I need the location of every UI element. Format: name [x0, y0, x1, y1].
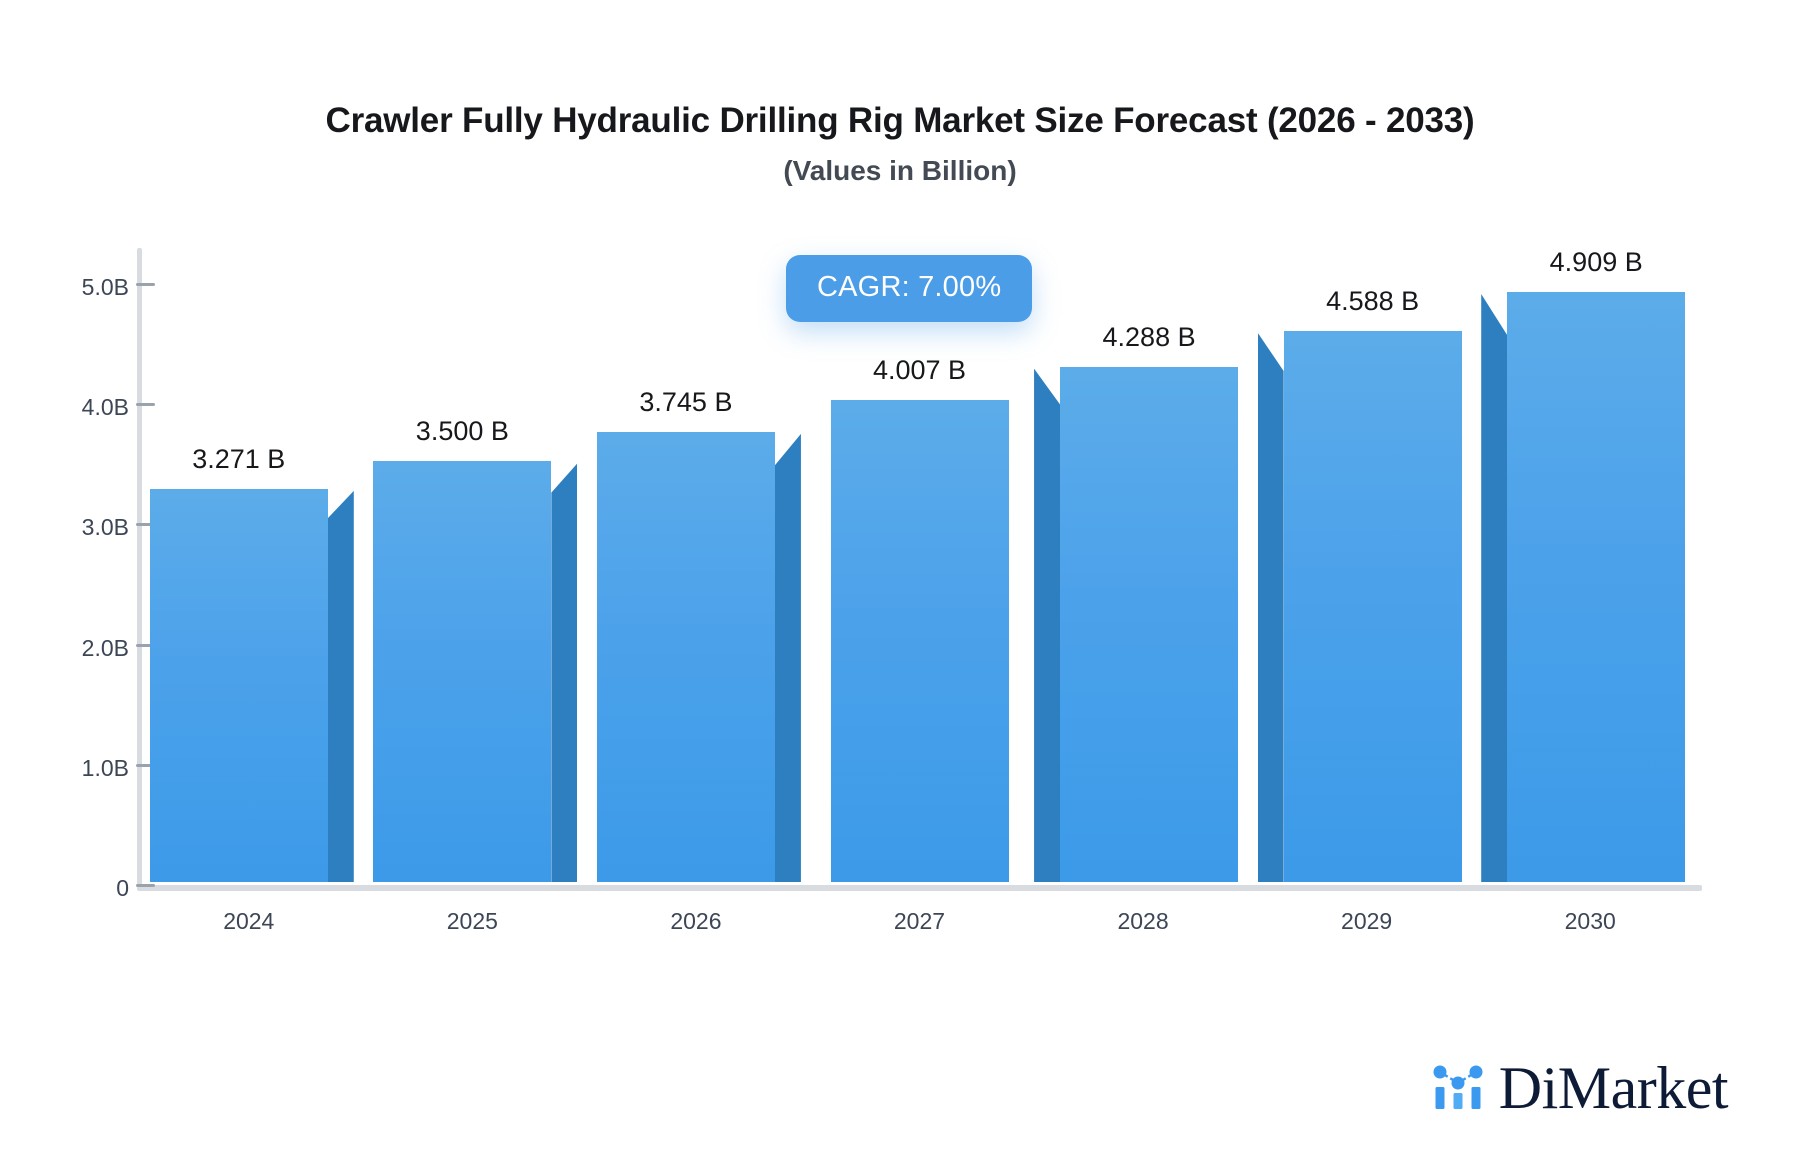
bar-front-face: [149, 488, 328, 882]
bar-value-label: 4.588 B: [1326, 285, 1420, 316]
chart-subtitle: (Values in Billion): [783, 155, 1017, 187]
y-axis-tick-mark: [136, 643, 155, 647]
bar-value-label: 4.288 B: [1102, 321, 1196, 352]
x-axis-tick-label: 2024: [223, 908, 275, 934]
bar-side-face: [551, 463, 578, 882]
y-axis-tick-label: 0: [116, 875, 129, 901]
bar-front-face: [1507, 292, 1686, 882]
y-axis-tick-mark: [136, 523, 155, 527]
cagr-badge: CAGR: 7.00%: [786, 255, 1033, 322]
bar-2024[interactable]: 3.271 B: [149, 444, 354, 882]
bar-chart-dots-icon: [1431, 1061, 1485, 1116]
chart-title-block: Crawler Fully Hydraulic Drilling Rig Mar…: [0, 100, 1800, 187]
x-axis-tick-label: 2025: [446, 908, 498, 934]
y-axis-tick: 2.0B: [17, 635, 155, 661]
y-axis-tick-label: 4.0B: [81, 394, 129, 421]
bar-2030[interactable]: 4.909 B: [1481, 247, 1686, 882]
y-axis-tick: 5.0B: [17, 274, 155, 300]
y-axis-tick-label: 5.0B: [81, 274, 129, 301]
x-axis-tick-label: 2027: [893, 908, 946, 934]
bar-2026[interactable]: 3.745 B: [596, 387, 801, 882]
bar-side-face: [1481, 294, 1508, 882]
y-axis-tick: 0: [17, 875, 155, 901]
y-axis-tick-mark: [136, 283, 155, 287]
logo-wordmark: DiMarket: [1498, 1055, 1729, 1121]
bar-side-face: [327, 490, 354, 882]
bar-front-face: [373, 461, 552, 882]
y-axis-tick: 4.0B: [17, 394, 155, 420]
bar-front-face: [596, 431, 775, 882]
x-axis-tick-label: 2026: [670, 908, 722, 934]
y-axis-tick-mark: [136, 884, 155, 887]
x-axis-tick-label: 2028: [1117, 908, 1169, 934]
bar-value-label: 3.500 B: [415, 416, 509, 447]
bar-2028[interactable]: 4.288 B: [1034, 322, 1239, 882]
bar-2025[interactable]: 3.500 B: [373, 416, 578, 882]
bar-value-label: 4.007 B: [872, 355, 967, 386]
bar-2029[interactable]: 4.588 B: [1257, 286, 1462, 882]
bar-side-face: [1034, 368, 1061, 882]
bar-front-face: [830, 400, 1009, 882]
plot-area: 0 1.0B 2.0B 3.0B 4.0B 5.0B 3.271 B 3.500 B 3.74…: [82, 247, 1702, 934]
y-axis-tick-mark: [136, 763, 155, 767]
y-axis-line: [137, 248, 142, 890]
y-axis-tick: 1.0B: [17, 755, 155, 781]
bar-value-label: 3.745 B: [639, 386, 733, 417]
x-axis-tick-label: 2029: [1341, 908, 1393, 934]
y-axis-tick-mark: [136, 403, 155, 407]
y-axis-tick-label: 3.0B: [81, 514, 129, 541]
bar-value-label: 3.271 B: [192, 443, 286, 474]
bar-front-face: [1060, 366, 1239, 882]
x-axis-tick-label: 2030: [1564, 908, 1616, 934]
bar-value-label: 4.909 B: [1549, 247, 1643, 277]
bar-2027[interactable]: 4.007 B: [830, 355, 1009, 882]
y-axis-tick-label: 1.0B: [81, 754, 129, 781]
x-axis-line: [137, 885, 1702, 891]
y-axis-tick-label: 2.0B: [81, 634, 129, 661]
bar-side-face: [774, 433, 801, 882]
page-title: Crawler Fully Hydraulic Drilling Rig Mar…: [325, 101, 1475, 140]
y-axis-tick: 3.0B: [17, 514, 155, 540]
bar-side-face: [1257, 332, 1284, 882]
bar-front-face: [1283, 330, 1462, 882]
dimarket-logo: DiMarket: [1431, 1055, 1729, 1121]
